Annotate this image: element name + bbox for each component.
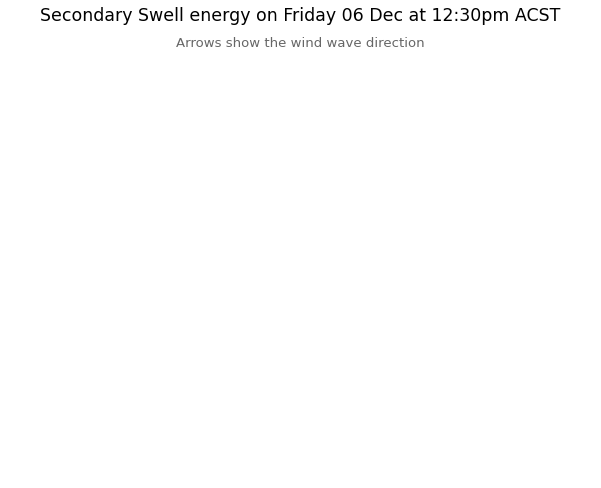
Text: Secondary Swell energy on Friday 06 Dec at 12:30pm ACST: Secondary Swell energy on Friday 06 Dec … <box>40 7 561 25</box>
Text: Arrows show the wind wave direction: Arrows show the wind wave direction <box>176 37 425 50</box>
Text: cartopy required for full map rendering: cartopy required for full map rendering <box>164 265 437 279</box>
